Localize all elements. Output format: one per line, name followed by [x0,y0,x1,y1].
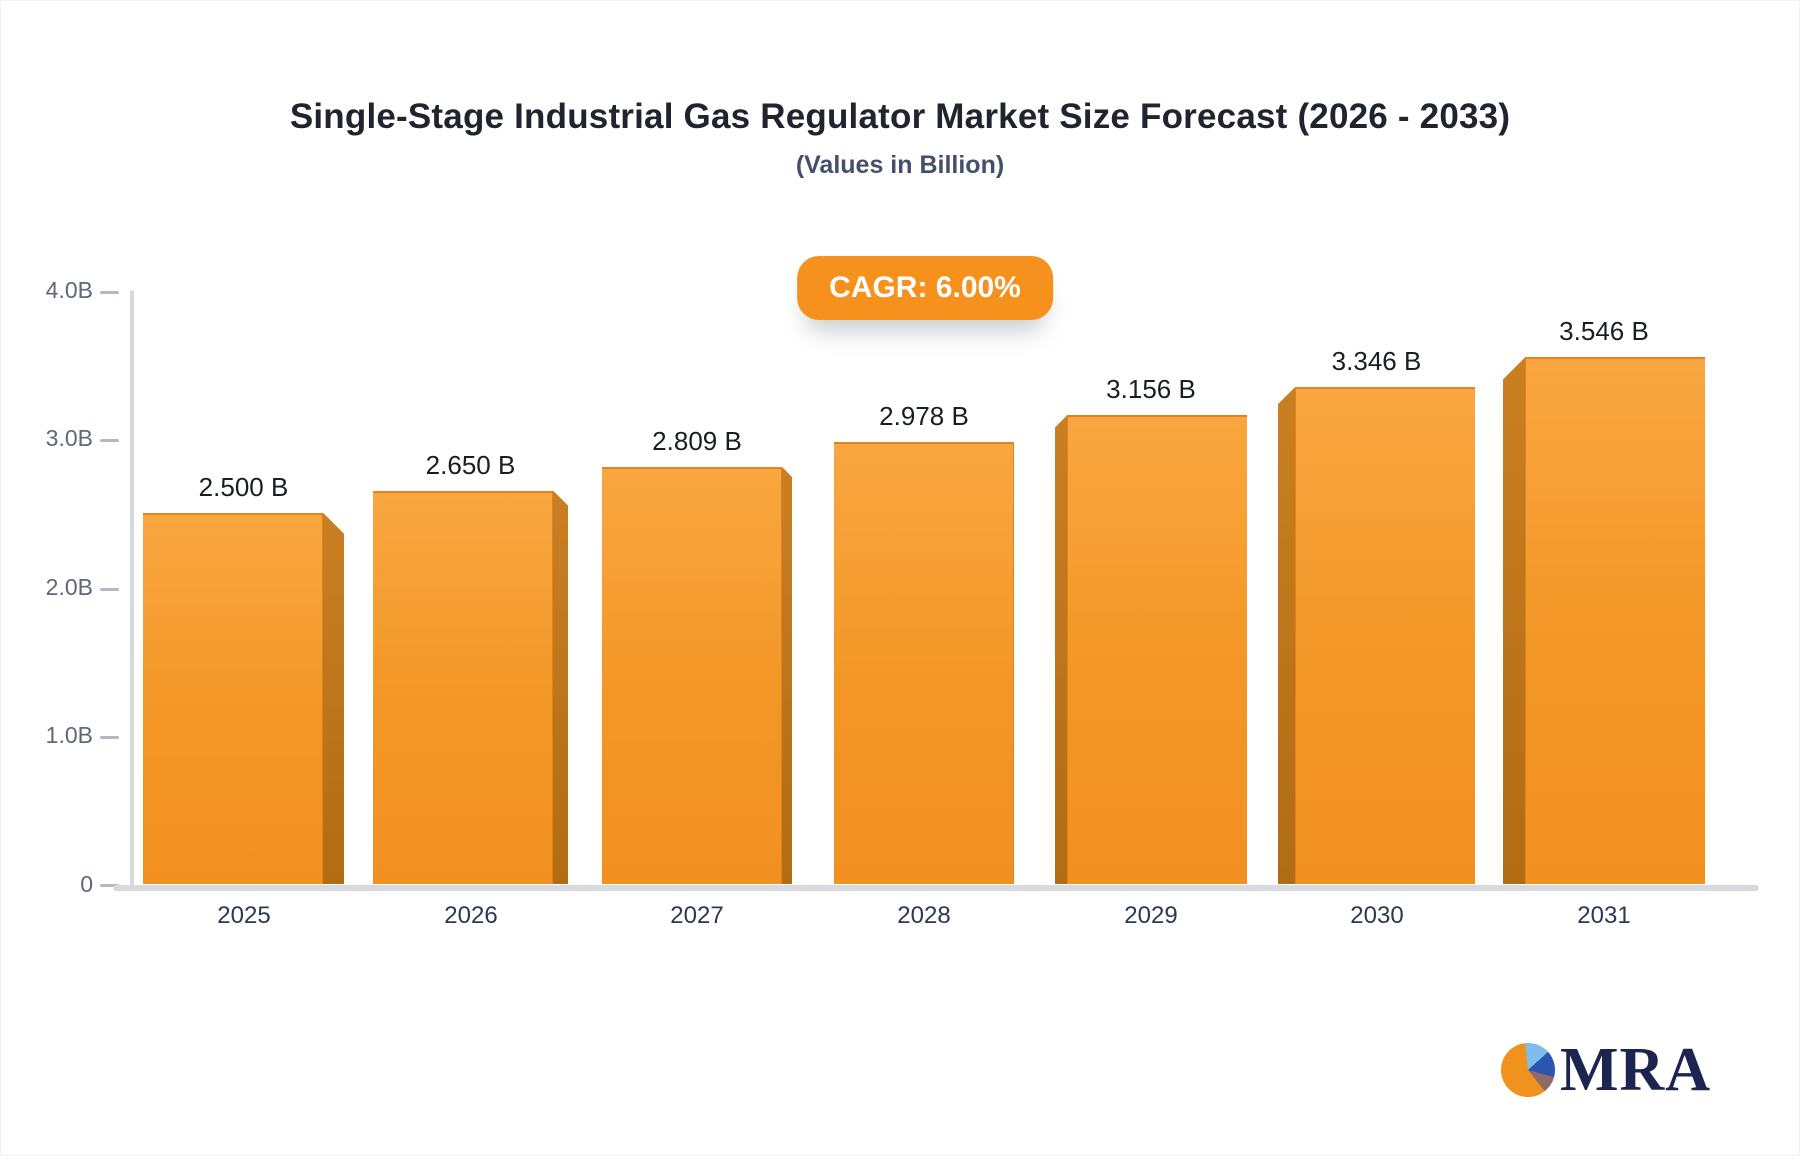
bar-value-label: 3.346 B [1331,346,1422,377]
bar-face [1295,387,1475,884]
y-tick-label: 3.0B [45,425,93,451]
bar-value-label: 3.156 B [1106,374,1196,405]
y-tick-label: 4.0B [45,277,93,303]
x-tick-label: 2029 [1124,902,1178,929]
bar-2031: 3.546 B [1503,316,1705,884]
bar-face [373,490,553,884]
x-tick-label: 2030 [1350,902,1404,929]
y-tick-mark [100,439,119,442]
y-tick-mark [100,291,119,294]
brand-logo: MRA [1501,1039,1711,1101]
chart-subtitle: (Values in Billion) [795,151,1005,179]
chart-title: Single-Stage Industrial Gas Regulator Ma… [289,97,1511,136]
bar-3d-side [1055,415,1067,884]
x-tick-label: 2028 [897,902,951,929]
y-tick-label: 0 [80,871,93,897]
bar-value-label: 2.809 B [652,425,742,456]
x-tick-label: 2025 [217,902,271,929]
bar-face [143,512,323,884]
bar-face [1067,415,1247,884]
x-tick-label: 2026 [444,902,498,929]
bar-value-label: 2.500 B [198,471,289,502]
bar-3d-side [782,466,792,884]
y-tick-mark [100,736,119,739]
bar-2029: 3.156 B [1055,374,1247,884]
bar-face [1525,357,1705,884]
bar-2027: 2.809 B [602,426,792,884]
x-tick-label: 2031 [1577,902,1631,929]
y-tick-mark [100,588,119,591]
x-axis-line [113,885,1759,891]
pie-chart-logo-icon [1501,1043,1555,1097]
logo-text: MRA [1560,1036,1712,1104]
y-tick-mark [100,884,119,887]
x-tick-label: 2027 [670,902,724,929]
y-axis-line [130,290,134,887]
bar-2030: 3.346 B [1278,346,1475,884]
bar-2028: 2.978 B [834,401,1014,884]
bar-value-label: 2.650 B [425,449,516,480]
bar-2025: 2.500 B [143,472,344,884]
bar-3d-side [1278,387,1295,884]
y-tick-label: 2.0B [45,574,93,600]
bar-2026: 2.650 B [373,450,568,884]
y-tick-label: 1.0B [45,722,93,748]
cagr-badge: CAGR: 6.00% [797,256,1053,320]
bar-face [834,441,1014,884]
bar-3d-side [553,490,568,884]
bar-value-label: 3.546 B [1559,316,1649,347]
bar-face [602,466,782,884]
bar-value-label: 2.978 B [879,400,969,431]
bar-3d-side [1503,357,1525,884]
bar-3d-side [323,512,344,884]
